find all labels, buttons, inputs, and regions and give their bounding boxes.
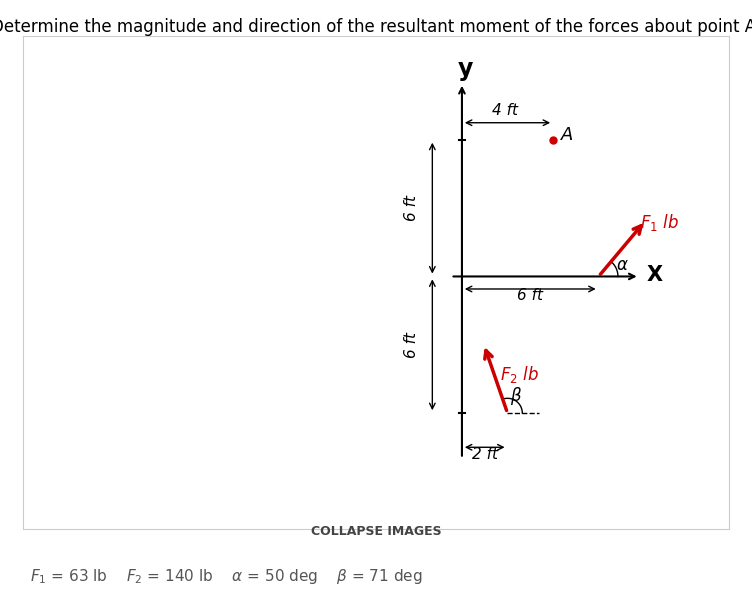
- Text: Determine the magnitude and direction of the resultant moment of the forces abou: Determine the magnitude and direction of…: [0, 18, 752, 36]
- Text: $\alpha$: $\alpha$: [616, 256, 629, 274]
- Text: y: y: [458, 57, 473, 81]
- Text: 6 ft: 6 ft: [405, 195, 420, 221]
- Text: 2 ft: 2 ft: [472, 447, 498, 462]
- Text: A: A: [561, 126, 573, 144]
- Text: 6 ft: 6 ft: [517, 288, 543, 304]
- Text: 6 ft: 6 ft: [405, 332, 420, 358]
- Text: COLLAPSE IMAGES: COLLAPSE IMAGES: [311, 525, 441, 538]
- Text: $F_1$ lb: $F_1$ lb: [641, 212, 680, 233]
- Text: $\beta$: $\beta$: [510, 385, 522, 407]
- Text: $F_1$ = 63 lb    $F_2$ = 140 lb    $\alpha$ = 50 deg    $\beta$ = 71 deg: $F_1$ = 63 lb $F_2$ = 140 lb $\alpha$ = …: [30, 567, 423, 587]
- Text: 4 ft: 4 ft: [493, 103, 518, 118]
- Text: X: X: [647, 265, 663, 285]
- Text: $F_2$ lb: $F_2$ lb: [500, 364, 539, 385]
